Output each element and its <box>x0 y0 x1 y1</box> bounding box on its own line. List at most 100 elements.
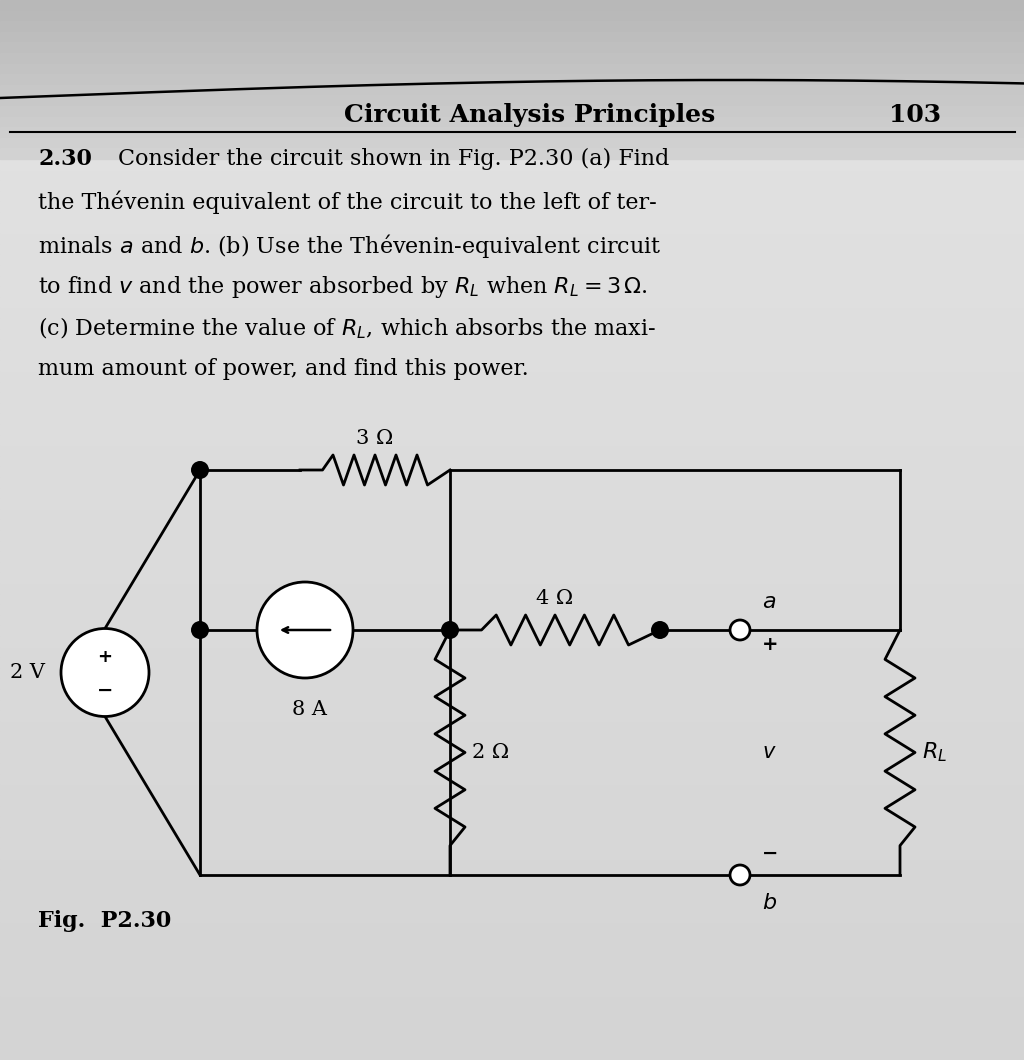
Bar <box>0 106 1024 117</box>
Bar <box>0 721 1024 731</box>
Bar <box>0 11 1024 21</box>
Bar <box>0 127 1024 138</box>
Text: 2 Ω: 2 Ω <box>472 743 509 762</box>
Bar <box>0 975 1024 986</box>
Bar <box>0 869 1024 880</box>
Bar <box>0 21 1024 32</box>
Bar <box>0 1007 1024 1018</box>
Bar <box>0 837 1024 848</box>
Bar <box>0 42 1024 53</box>
Bar <box>0 890 1024 901</box>
Bar <box>0 95 1024 106</box>
Bar <box>0 127 1024 138</box>
Bar <box>0 774 1024 784</box>
Bar <box>0 201 1024 212</box>
Bar <box>0 954 1024 965</box>
Bar <box>0 42 1024 53</box>
Circle shape <box>191 621 209 639</box>
Text: mum amount of power, and find this power.: mum amount of power, and find this power… <box>38 358 528 379</box>
Text: $b$: $b$ <box>762 893 777 914</box>
Bar <box>0 74 1024 85</box>
Bar <box>0 965 1024 975</box>
Bar <box>0 943 1024 954</box>
Bar <box>0 64 1024 74</box>
Text: Circuit Analysis Principles: Circuit Analysis Principles <box>344 103 716 127</box>
Bar <box>0 604 1024 615</box>
Bar <box>0 276 1024 286</box>
Bar <box>0 21 1024 32</box>
Text: 3 Ω: 3 Ω <box>356 429 393 448</box>
Bar <box>0 933 1024 943</box>
Text: $v$: $v$ <box>762 743 776 762</box>
Bar <box>0 509 1024 519</box>
Bar <box>0 117 1024 127</box>
Bar <box>0 212 1024 223</box>
Text: Consider the circuit shown in Fig. P2.30 (a) Find: Consider the circuit shown in Fig. P2.30… <box>118 148 670 170</box>
Bar <box>0 700 1024 710</box>
Text: +: + <box>762 635 778 654</box>
Bar <box>0 244 1024 254</box>
Text: $R_L$: $R_L$ <box>922 741 947 764</box>
Text: −: − <box>97 681 114 700</box>
Bar <box>0 731 1024 742</box>
Bar <box>0 572 1024 583</box>
Bar <box>0 53 1024 64</box>
Bar <box>0 795 1024 806</box>
Bar <box>0 360 1024 371</box>
Bar <box>0 763 1024 774</box>
Bar <box>0 806 1024 816</box>
Bar <box>0 594 1024 604</box>
Bar <box>0 286 1024 297</box>
Bar <box>0 350 1024 360</box>
Text: +: + <box>97 648 113 666</box>
Bar <box>0 551 1024 562</box>
Bar <box>0 117 1024 127</box>
Circle shape <box>730 620 750 640</box>
Bar <box>0 498 1024 509</box>
Bar <box>0 657 1024 668</box>
Bar <box>0 689 1024 700</box>
Bar <box>0 223 1024 233</box>
Bar <box>0 297 1024 307</box>
Bar <box>0 859 1024 869</box>
Bar <box>0 254 1024 265</box>
Bar <box>0 32 1024 42</box>
Bar <box>0 148 1024 159</box>
Bar <box>0 265 1024 276</box>
Bar <box>0 424 1024 435</box>
Bar <box>0 636 1024 647</box>
Bar <box>0 85 1024 95</box>
Bar <box>0 583 1024 594</box>
Bar <box>0 912 1024 922</box>
Text: 4 Ω: 4 Ω <box>537 589 573 608</box>
Text: 2.30: 2.30 <box>38 148 92 170</box>
Text: 103: 103 <box>889 103 941 127</box>
Bar <box>0 1028 1024 1039</box>
Bar <box>0 1049 1024 1060</box>
Bar <box>0 880 1024 890</box>
Text: $a$: $a$ <box>762 591 776 613</box>
Bar <box>0 678 1024 689</box>
Bar <box>0 392 1024 403</box>
Bar <box>0 541 1024 551</box>
Bar <box>0 233 1024 244</box>
Bar <box>0 191 1024 201</box>
Bar <box>0 922 1024 933</box>
Bar <box>0 329 1024 339</box>
Text: −: − <box>762 844 778 863</box>
Circle shape <box>191 461 209 479</box>
Bar <box>0 816 1024 827</box>
Bar <box>0 318 1024 329</box>
Bar <box>0 625 1024 636</box>
Bar <box>0 848 1024 859</box>
Bar <box>0 11 1024 21</box>
Bar <box>0 901 1024 912</box>
Bar <box>0 445 1024 456</box>
Text: (c) Determine the value of $R_L$, which absorbs the maxi-: (c) Determine the value of $R_L$, which … <box>38 316 656 341</box>
Bar <box>0 339 1024 350</box>
Bar <box>0 647 1024 657</box>
Bar <box>0 32 1024 42</box>
Bar <box>0 95 1024 106</box>
Text: 8 A: 8 A <box>293 700 328 719</box>
Bar <box>0 488 1024 498</box>
